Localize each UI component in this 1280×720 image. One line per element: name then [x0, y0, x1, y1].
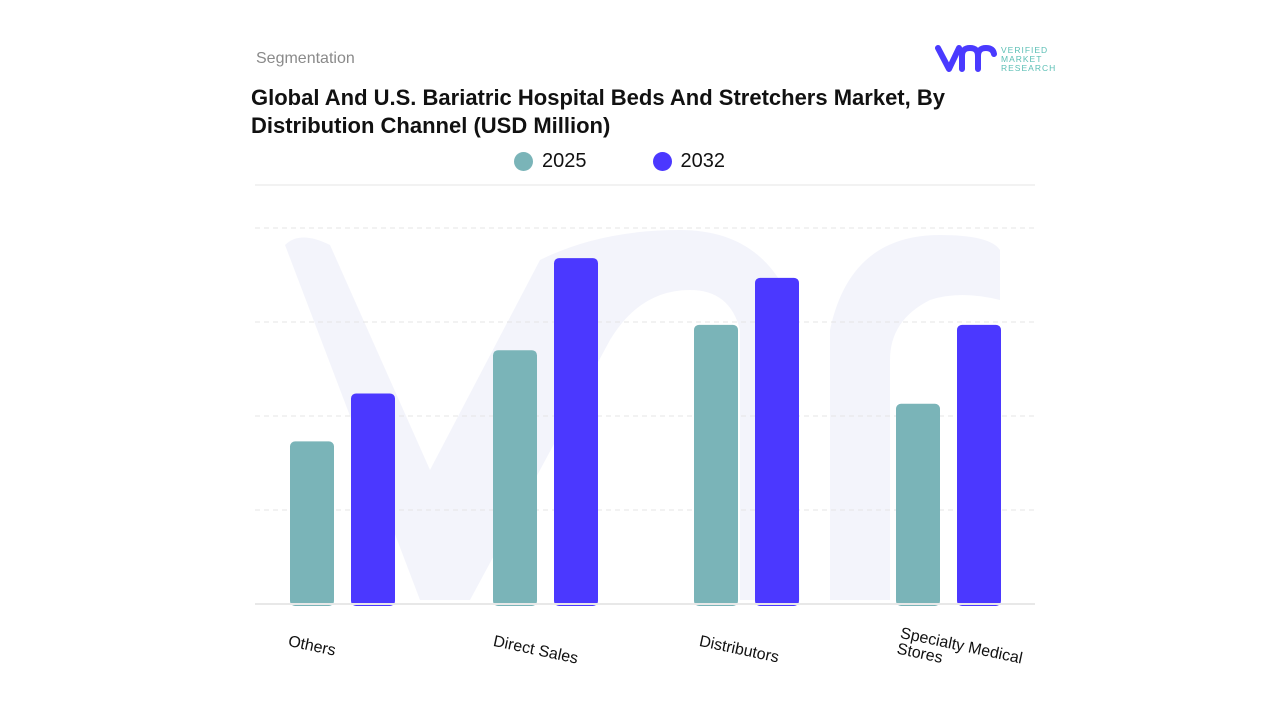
- bar-2025-3: [896, 403, 940, 606]
- bar-2032-0: [351, 393, 395, 606]
- chart-title: Global And U.S. Bariatric Hospital Beds …: [251, 85, 945, 138]
- bar-2025-0: [290, 441, 334, 606]
- legend-item-2032[interactable]: 2032: [652, 150, 726, 173]
- bar-2025-1: [493, 350, 537, 606]
- legend-dot: [514, 152, 533, 171]
- logo-text: VERIFIED: [1001, 45, 1048, 55]
- legend-label: 2032: [680, 150, 726, 172]
- bar-2032-2: [755, 277, 799, 606]
- vmr-logo: VERIFIED MARKET RESEARCH: [935, 42, 1060, 81]
- legend-dot: [652, 152, 672, 171]
- svg-text:RESEARCH: RESEARCH: [1001, 63, 1056, 73]
- svg-text:MARKET: MARKET: [1001, 54, 1042, 64]
- bar-2032-1: [554, 258, 598, 606]
- legend: 2025 2032: [514, 150, 725, 173]
- watermark: [285, 230, 1000, 600]
- legend-item-2025[interactable]: 2025: [514, 150, 587, 173]
- bar-2032-3: [957, 324, 1001, 606]
- bar-2025-2: [694, 324, 738, 606]
- section-label: Segmentation: [256, 50, 355, 67]
- legend-label: 2025: [542, 150, 587, 172]
